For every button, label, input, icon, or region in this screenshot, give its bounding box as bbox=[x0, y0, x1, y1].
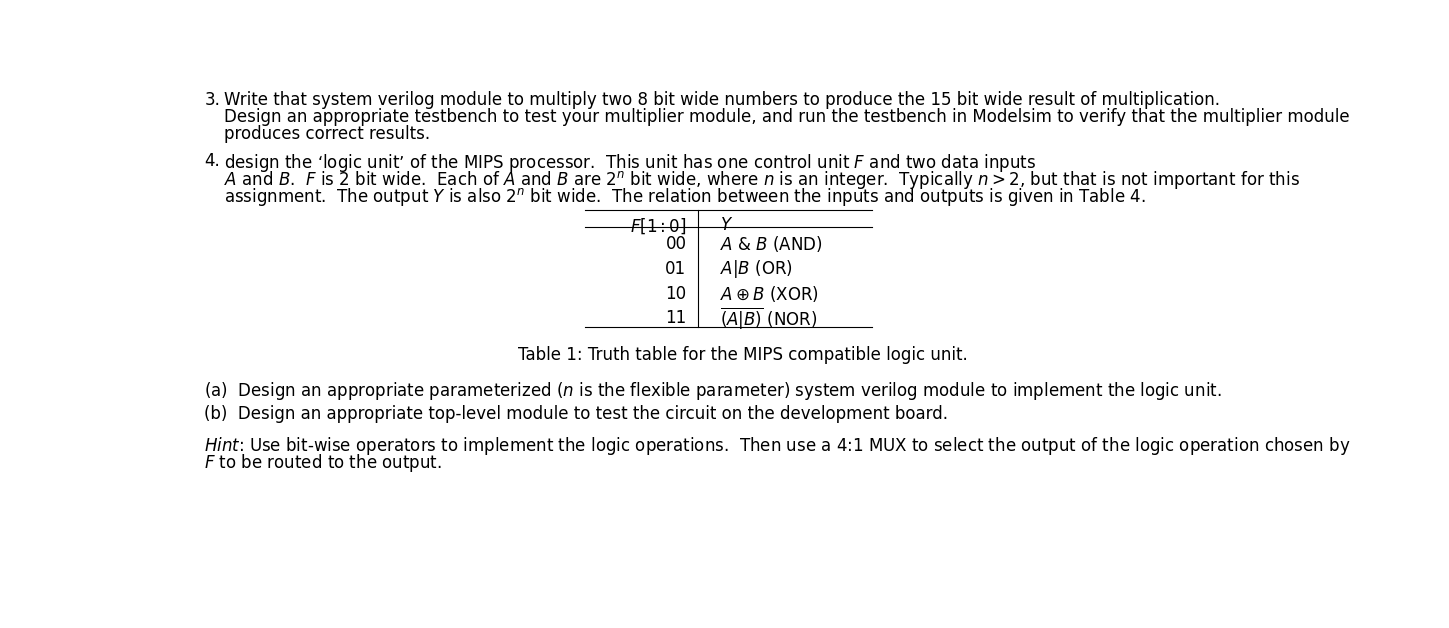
Text: 10: 10 bbox=[665, 284, 687, 303]
Text: $\mathit{Hint}$: Use bit-wise operators to implement the logic operations.  Then: $\mathit{Hint}$: Use bit-wise operators … bbox=[204, 435, 1350, 457]
Text: 4.: 4. bbox=[204, 152, 220, 170]
Text: $F$ to be routed to the output.: $F$ to be routed to the output. bbox=[204, 452, 442, 474]
Text: (a)  Design an appropriate parameterized ($n$ is the flexible parameter) system : (a) Design an appropriate parameterized … bbox=[204, 379, 1222, 401]
Text: $A$ and $B$.  $F$ is 2 bit wide.  Each of $A$ and $B$ are $2^n$ bit wide, where : $A$ and $B$. $F$ is 2 bit wide. Each of … bbox=[223, 169, 1300, 191]
Text: (b)  Design an appropriate top-level module to test the circuit on the developme: (b) Design an appropriate top-level modu… bbox=[204, 405, 949, 423]
Text: $\overline{(A|B)}$ (NOR): $\overline{(A|B)}$ (NOR) bbox=[720, 305, 817, 331]
Text: Design an appropriate testbench to test your multiplier module, and run the test: Design an appropriate testbench to test … bbox=[223, 107, 1349, 126]
Text: Write that system verilog module to multiply two 8 bit wide numbers to produce t: Write that system verilog module to mult… bbox=[223, 91, 1220, 109]
Text: $F[1:0]$: $F[1:0]$ bbox=[630, 216, 687, 236]
Text: produces correct results.: produces correct results. bbox=[223, 124, 430, 143]
Text: 11: 11 bbox=[665, 309, 687, 327]
Text: $Y$: $Y$ bbox=[720, 216, 733, 234]
Text: $A$ & $B$ (AND): $A$ & $B$ (AND) bbox=[720, 234, 823, 254]
Text: $A|B$ (OR): $A|B$ (OR) bbox=[720, 258, 793, 280]
Text: 3.: 3. bbox=[204, 91, 220, 109]
Text: Table 1: Truth table for the MIPS compatible logic unit.: Table 1: Truth table for the MIPS compat… bbox=[517, 345, 968, 364]
Text: 00: 00 bbox=[665, 236, 687, 254]
Text: $A \oplus B$ (XOR): $A \oplus B$ (XOR) bbox=[720, 284, 819, 303]
Text: design the ‘logic unit’ of the MIPS processor.  This unit has one control unit $: design the ‘logic unit’ of the MIPS proc… bbox=[223, 152, 1036, 174]
Text: assignment.  The output $Y$ is also $2^n$ bit wide.  The relation between the in: assignment. The output $Y$ is also $2^n$… bbox=[223, 186, 1146, 208]
Text: 01: 01 bbox=[665, 260, 687, 278]
